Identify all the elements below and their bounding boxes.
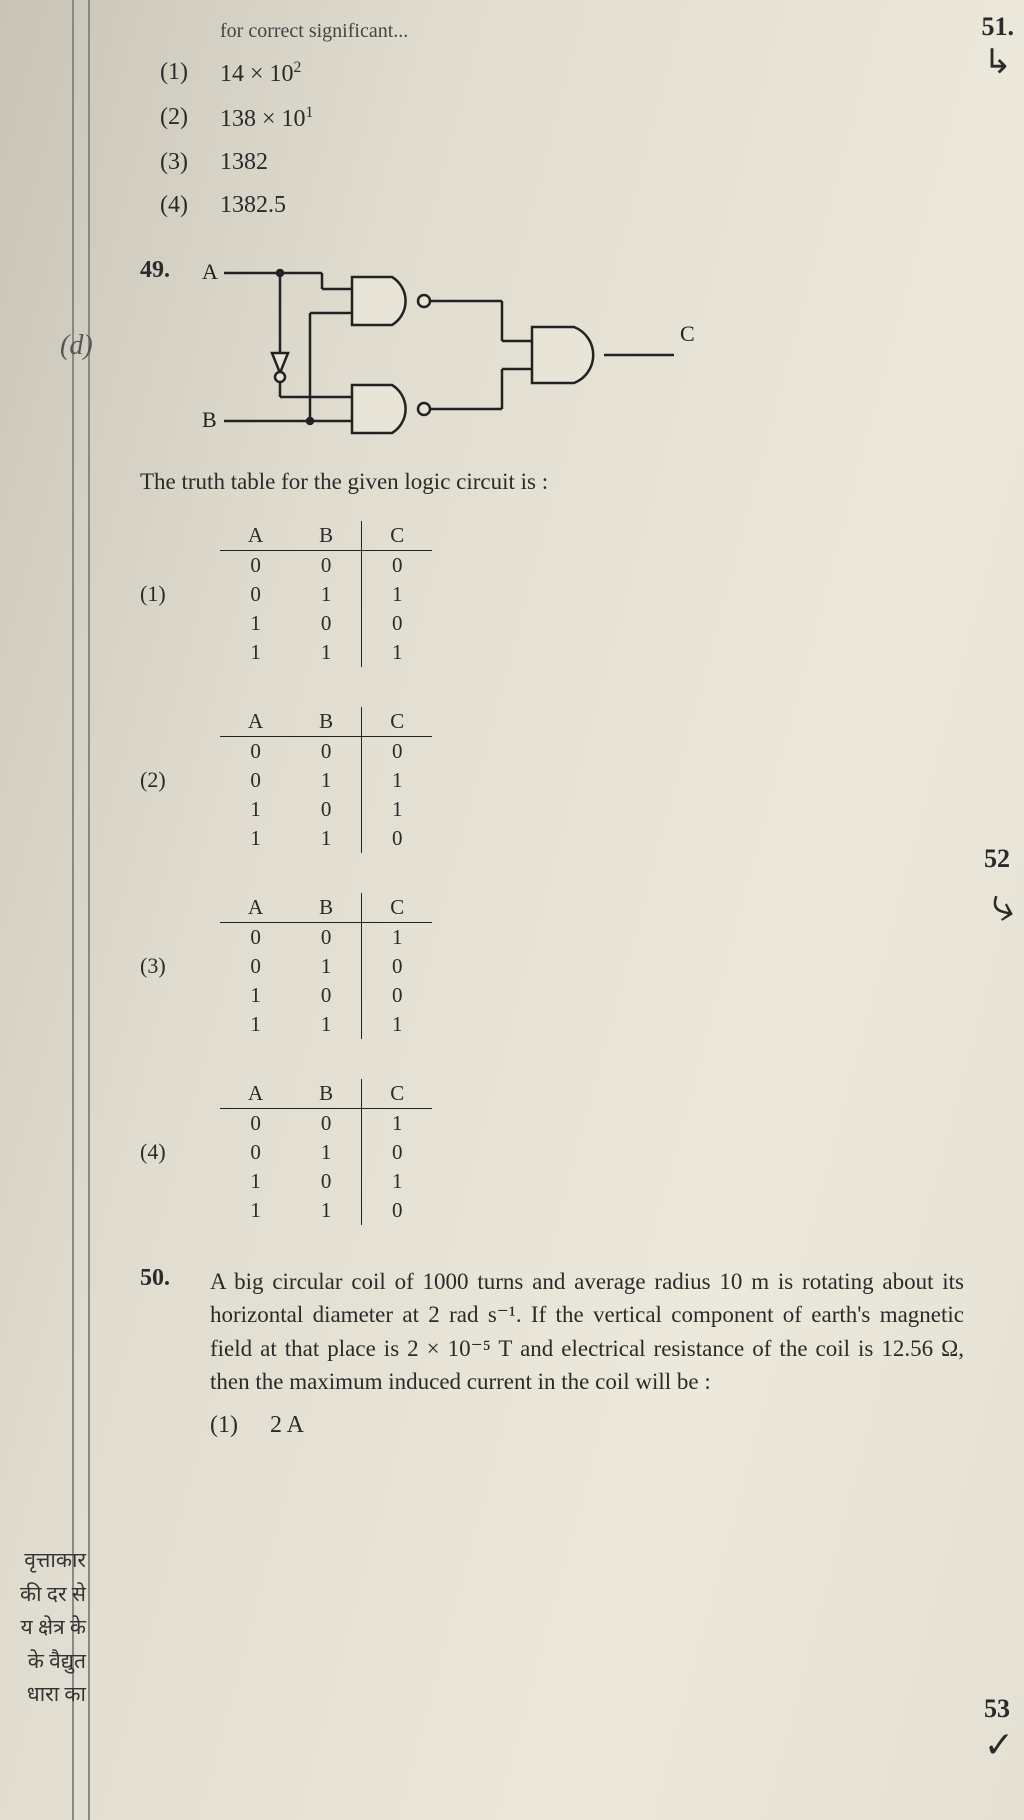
right-qnum-51: 51. <box>982 12 1015 42</box>
option-2: (2) 138 × 101 <box>160 104 964 133</box>
q49-prompt: The truth table for the given logic circ… <box>140 469 964 495</box>
option-number: (3) <box>140 953 220 979</box>
truth-table-options: (1)ABC000011100111(2)ABC000011101110(3)A… <box>140 521 964 1225</box>
truth-table: ABC000011100111 <box>220 521 432 667</box>
logic-circuit-diagram: A B <box>202 257 702 447</box>
option-3: (3) 1382 <box>160 149 964 176</box>
svg-text:C: C <box>680 321 695 346</box>
svg-text:B: B <box>202 407 217 432</box>
tick-51-icon: ↳ <box>984 42 1013 82</box>
q50-text: A big circular coil of 1000 turns and av… <box>210 1265 964 1398</box>
right-qnum-52: 52 <box>984 844 1010 874</box>
q48-options: (1) 14 × 102 (2) 138 × 101 (3) 1382 (4) … <box>160 59 964 219</box>
truth-table-option: (3)ABC001010100111 <box>140 893 964 1039</box>
option-number: (4) <box>140 1139 220 1165</box>
truth-table-option: (2)ABC000011101110 <box>140 707 964 853</box>
q50-number: 50. <box>140 1265 210 1455</box>
option-number: (2) <box>140 767 220 793</box>
truth-table-option: (1)ABC000011100111 <box>140 521 964 667</box>
truth-table: ABC001010101110 <box>220 1079 432 1225</box>
truth-table: ABC001010100111 <box>220 893 432 1039</box>
right-qnum-53: 53 <box>984 1694 1010 1724</box>
truth-table-option: (4)ABC001010101110 <box>140 1079 964 1225</box>
tick-52-icon: ⤶ <box>985 878 1022 934</box>
q50: 50. A big circular coil of 1000 turns an… <box>140 1265 964 1455</box>
q49-number: 49. <box>140 257 210 284</box>
option-1: (1) 14 × 102 <box>160 59 964 88</box>
q49: 49. A <box>140 257 964 1225</box>
tick-53-icon: ✓ <box>984 1724 1014 1766</box>
partial-header: for correct significant... <box>220 20 964 43</box>
q50-option-1: (1) 2 A <box>210 1412 964 1439</box>
option-number: (1) <box>140 581 220 607</box>
left-margin-hindi: वृत्ताकार की दर से य क्षेत्र के के वैद्य… <box>0 1544 86 1712</box>
truth-table: ABC000011101110 <box>220 707 432 853</box>
handwritten-d-annotation: (d) <box>60 330 93 362</box>
svg-text:A: A <box>202 259 218 284</box>
option-4: (4) 1382.5 <box>160 192 964 219</box>
